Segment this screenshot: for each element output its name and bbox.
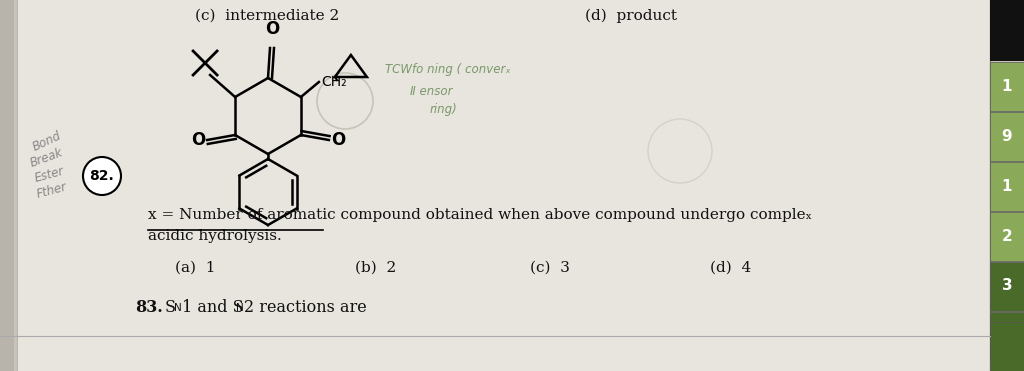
- Circle shape: [83, 157, 121, 195]
- Text: Fther: Fther: [35, 181, 69, 201]
- Bar: [990, 0, 1024, 61]
- Text: 1: 1: [1001, 79, 1013, 93]
- Text: CH₂: CH₂: [321, 75, 346, 89]
- Text: (c)  3: (c) 3: [530, 261, 570, 275]
- Text: (c)  intermediate 2: (c) intermediate 2: [195, 9, 339, 23]
- Bar: [0, 0, 18, 371]
- Text: Bond: Bond: [30, 129, 62, 153]
- Text: 2: 2: [1001, 229, 1013, 243]
- Text: (d)  4: (d) 4: [710, 261, 752, 275]
- Bar: [990, 262, 1024, 311]
- Bar: [990, 322, 1024, 371]
- Text: (b)  2: (b) 2: [355, 261, 396, 275]
- Text: S: S: [165, 299, 176, 316]
- Text: 3: 3: [1001, 279, 1013, 293]
- Text: Break: Break: [28, 146, 65, 170]
- Bar: [990, 312, 1024, 361]
- Text: TCWfo ning ( converₓ: TCWfo ning ( converₓ: [385, 62, 511, 76]
- Text: acidic hydrolysis.: acidic hydrolysis.: [148, 229, 282, 243]
- Text: O: O: [265, 20, 280, 38]
- Text: (a)  1: (a) 1: [175, 261, 215, 275]
- Text: x = Number of aromatic compound obtained when above compound undergo compleₓ: x = Number of aromatic compound obtained…: [148, 208, 812, 222]
- Bar: [990, 162, 1024, 211]
- Text: 1: 1: [1001, 178, 1013, 194]
- Text: Ester: Ester: [33, 165, 66, 185]
- Bar: [990, 112, 1024, 161]
- Text: 1 and S: 1 and S: [182, 299, 244, 316]
- Bar: [990, 212, 1024, 261]
- Text: N: N: [174, 303, 181, 313]
- Text: O: O: [331, 131, 345, 149]
- Text: O: O: [190, 131, 205, 149]
- Text: ring): ring): [430, 102, 458, 115]
- Text: N: N: [236, 303, 244, 313]
- Bar: [990, 62, 1024, 111]
- Text: 2 reactions are: 2 reactions are: [244, 299, 367, 316]
- Text: 82.: 82.: [90, 169, 115, 183]
- Text: (d)  product: (d) product: [585, 9, 677, 23]
- Text: 9: 9: [1001, 128, 1013, 144]
- Text: 83.: 83.: [135, 299, 163, 316]
- Text: Ⅱ ensor: Ⅱ ensor: [410, 85, 453, 98]
